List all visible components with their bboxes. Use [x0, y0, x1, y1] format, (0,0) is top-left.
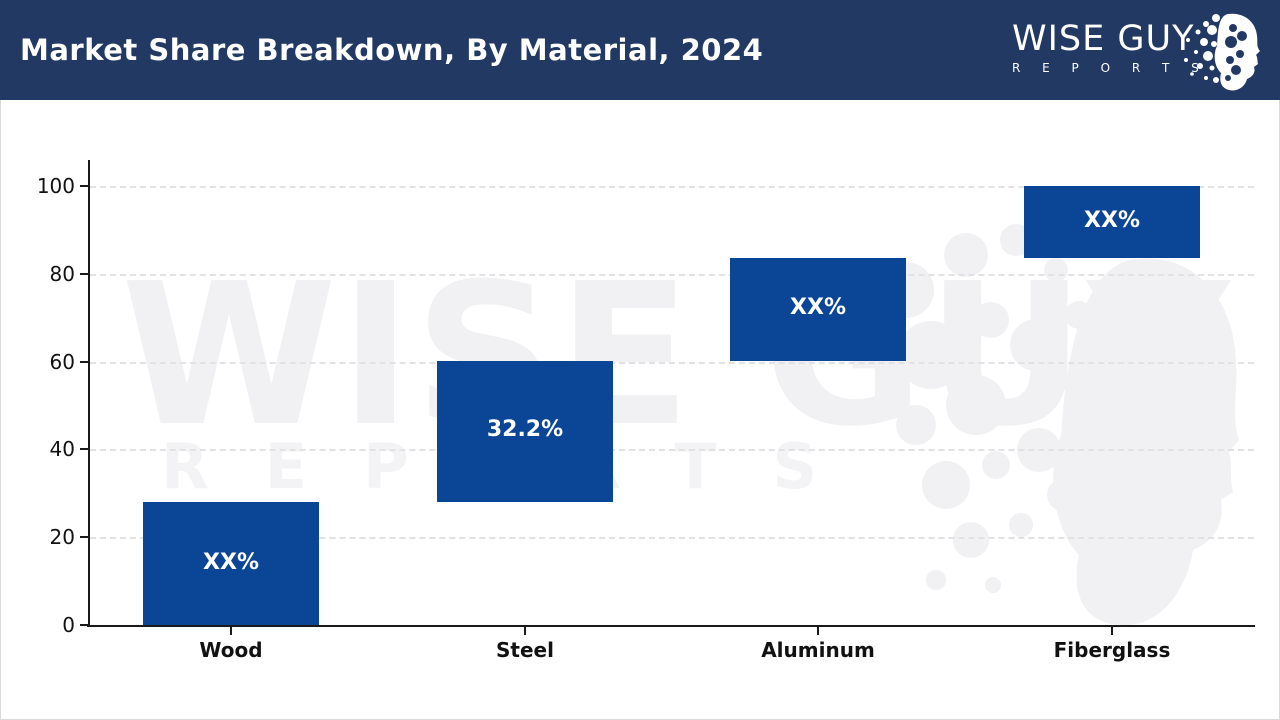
watermark-head-icon [878, 224, 1239, 626]
bar-aluminum [730, 257, 906, 361]
gridline-y-100 [90, 186, 1254, 188]
y-tick-label: 40 [49, 437, 75, 462]
bar-fiberglass [1024, 186, 1200, 258]
x-tick-wood [230, 627, 232, 635]
brand-name: WISE GUY [1012, 19, 1195, 59]
y-tick-100 [80, 185, 89, 187]
header-bar: Market Share Breakdown, By Material, 202… [0, 0, 1280, 100]
y-tick-label: 20 [49, 525, 75, 550]
y-tick-40 [80, 448, 89, 451]
gridline-y-40 [90, 449, 1254, 452]
y-tick-20 [80, 536, 89, 539]
bar-wood [143, 502, 319, 625]
gridline-y-60 [90, 361, 1254, 364]
chart-title: Market Share Breakdown, By Material, 202… [20, 33, 764, 67]
x-tick-fiberglass [1111, 627, 1113, 635]
brand-head-icon [1184, 13, 1260, 91]
gridline-y-20 [90, 537, 1254, 540]
brand-wordmark: WISE GUY R E P O R T S [1012, 19, 1208, 76]
y-tick-80 [80, 272, 89, 275]
gridline-y-80 [90, 273, 1254, 276]
bar-value-label: 32.2% [486, 417, 564, 443]
bar-value-label: XX% [790, 295, 846, 321]
brand-logo: WISE GUY R E P O R T S [1012, 10, 1262, 92]
bar-value-label: XX% [203, 549, 259, 575]
category-label: Wood [199, 638, 263, 662]
y-axis-spine [88, 160, 90, 627]
y-tick-label: 60 [49, 349, 75, 374]
category-label: Aluminum [761, 638, 875, 662]
x-axis-spine [87, 625, 1255, 627]
bar-steel [437, 360, 613, 503]
x-tick-steel [524, 627, 526, 635]
y-tick-label: 100 [36, 174, 75, 198]
y-tick-0 [80, 624, 89, 626]
category-label: Fiberglass [1053, 638, 1171, 662]
plot-area: 0 20 40 60 80 100 XX% Wood 32.2% Steel XX% Aluminum… [1, 100, 1280, 720]
x-tick-aluminum [817, 627, 819, 635]
y-tick-label: 80 [49, 261, 75, 286]
bar-value-label: XX% [1084, 207, 1140, 233]
y-tick-label: 0 [62, 613, 75, 637]
brand-subtitle: R E P O R T S [1012, 61, 1208, 75]
category-label: Steel [496, 638, 554, 662]
y-tick-60 [80, 360, 89, 363]
